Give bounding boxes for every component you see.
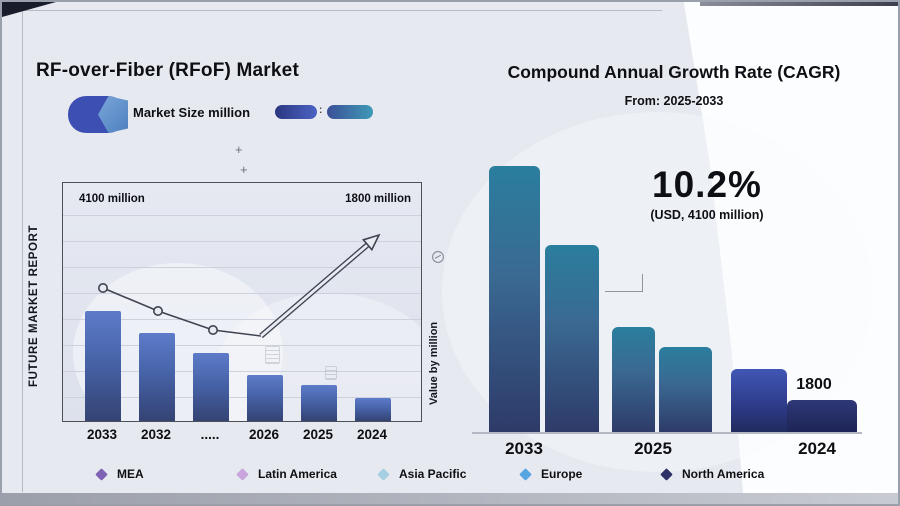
pill-shape-left [275,105,317,119]
document-watermark-icon [265,346,280,364]
right-xaxis-label: 2024 [798,439,836,458]
left-xaxis-label: 2032 [140,427,172,442]
legend: MEA Latin America Asia Pacific Europe North … [2,465,898,487]
step-line-decor [605,291,642,292]
inner-frame-line-horizontal [22,10,662,11]
cagr-block: 10.2% (USD, 4100 million) [582,166,832,222]
annotation-1800-million: 1800 million [345,193,411,205]
left-xaxis-label: ..... [200,427,220,442]
plus-icon: + [240,162,248,177]
top-edge-strip-decor [700,2,898,6]
inner-frame-line-vertical [22,10,23,492]
right-bar-2024 [731,369,787,433]
cagr-value: 10.2% [652,164,762,205]
left-xaxis-label: 2025 [302,427,334,442]
trend-arrow-head [361,233,381,252]
legend-item-latin-america: Latin America [236,465,337,483]
cagr-note: (USD, 4100 million) [650,208,764,222]
legend-diamond-icon [95,467,108,481]
bottom-strip-decor [2,493,898,504]
market-size-label: Market Size million [133,105,251,120]
legend-label: Asia Pacific [399,467,467,481]
right-bar-2024 [787,400,857,433]
cagr-title: Compound Annual Growth Rate (CAGR) [507,62,841,82]
left-bar-2033 [85,311,121,421]
bar-value-callout: 1800 [796,376,832,393]
right-bar-2033 [489,166,540,433]
legend-label: Europe [541,467,583,481]
right-bar-2033 [545,245,599,433]
legend-diamond-icon [236,467,249,481]
left-xaxis-label: 2026 [248,427,280,442]
side-vertical-label: FUTURE MARKET REPORT [28,224,40,388]
right-xaxis-labels: 2033 2025 2024 [472,439,892,463]
right-bar-2025 [612,327,655,433]
left-bar-2026 [247,375,283,421]
right-bar-2025 [659,347,712,433]
right-chart-axis-line [472,432,862,434]
legend-item-north-america: North America [660,465,765,483]
legend-item-asia-pacific: Asia Pacific [377,465,467,483]
legend-diamond-icon [660,467,673,481]
left-xaxis-label: 2024 [356,427,388,442]
left-bar-..... [193,353,229,421]
cylinder-icon [68,96,128,133]
plus-icon: + [235,142,243,157]
market-size-chart: 4100 million 1800 million [62,182,422,422]
legend-label: North America [682,467,765,481]
annotation-4100-million: 4100 million [79,193,145,205]
right-xaxis-label: 2025 [634,439,672,458]
left-xaxis-labels: 2033 2032..... 2026 2025 2024 [62,427,422,447]
legend-diamond-icon [519,467,532,481]
left-bar-2024 [355,398,391,421]
pill-shape-right [327,105,373,119]
value-axis-label: Value by million [428,321,440,405]
left-bar-2025 [301,385,337,421]
legend-diamond-icon [377,467,390,481]
legend-label: Latin America [258,467,337,481]
legend-item-mea: MEA [95,465,144,483]
left-bar-2032 [139,333,175,421]
step-line-decor [642,274,643,292]
cagr-chart [472,152,892,433]
legend-item-europe: Europe [519,465,583,483]
right-xaxis-label: 2033 [505,439,543,458]
cagr-subtitle: From: 2025-2033 [624,94,724,108]
legend-label: MEA [117,467,144,481]
pill-separator: : [319,105,323,116]
document-watermark-icon [325,366,337,380]
trend-line-svg [97,233,381,339]
clock-icon [432,251,444,263]
left-xaxis-label: 2033 [86,427,118,442]
page-title: RF-over-Fiber (RFoF) Market [36,60,299,81]
